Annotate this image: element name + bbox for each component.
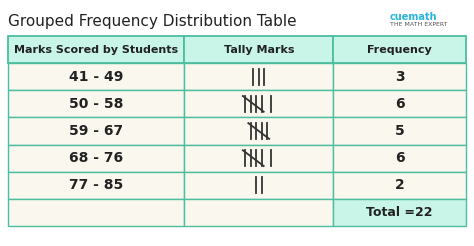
Text: 6: 6 [395, 151, 404, 165]
Text: Grouped Frequency Distribution Table: Grouped Frequency Distribution Table [8, 14, 297, 29]
Text: 50 - 58: 50 - 58 [69, 97, 123, 111]
Bar [333, 145, 466, 172]
Bar [8, 172, 184, 199]
Bar [184, 90, 333, 117]
Bar [333, 199, 466, 226]
Bar [333, 36, 466, 63]
Bar [184, 63, 333, 90]
Bar [333, 90, 466, 117]
Bar [333, 172, 466, 199]
Text: Tally Marks: Tally Marks [224, 45, 294, 55]
Bar [184, 145, 333, 172]
Text: 41 - 49: 41 - 49 [69, 70, 123, 84]
Bar [8, 63, 184, 90]
Bar [8, 117, 184, 145]
Text: 5: 5 [395, 124, 404, 138]
Bar [184, 172, 333, 199]
Text: 3: 3 [395, 70, 404, 84]
Bar [184, 199, 333, 226]
Bar [8, 36, 184, 63]
Bar [8, 90, 184, 117]
Bar [333, 117, 466, 145]
Bar [8, 199, 184, 226]
Text: Marks Scored by Students: Marks Scored by Students [14, 45, 178, 55]
Text: 59 - 67: 59 - 67 [69, 124, 123, 138]
Text: Total =22: Total =22 [366, 206, 433, 219]
Text: 6: 6 [395, 97, 404, 111]
Text: Frequency: Frequency [367, 45, 432, 55]
Text: 68 - 76: 68 - 76 [69, 151, 123, 165]
Text: 2: 2 [395, 178, 404, 192]
Bar [184, 117, 333, 145]
Text: THE MATH EXPERT: THE MATH EXPERT [390, 22, 447, 27]
Bar [184, 36, 333, 63]
Bar [8, 145, 184, 172]
Text: cuemath: cuemath [390, 12, 438, 22]
Bar [333, 63, 466, 90]
Text: 77 - 85: 77 - 85 [69, 178, 123, 192]
